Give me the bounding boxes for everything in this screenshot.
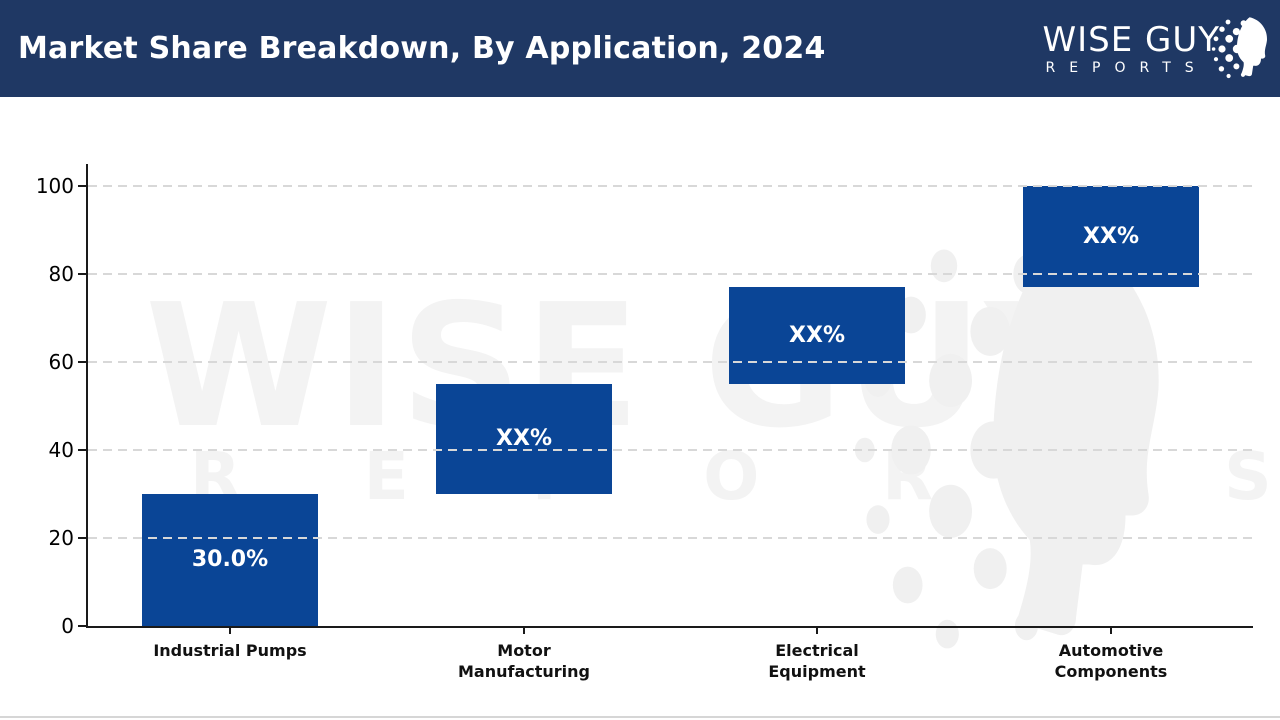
gridline xyxy=(88,537,1253,539)
bar-automotive-components xyxy=(1023,186,1199,288)
gridline xyxy=(88,449,1253,451)
bar-value-label: XX% xyxy=(1083,223,1139,249)
bottom-divider xyxy=(0,716,1280,718)
gridline xyxy=(88,361,1253,363)
y-axis-tickmark xyxy=(78,449,86,451)
x-axis-tickmark xyxy=(1110,626,1112,634)
x-axis-category-label: Industrial Pumps xyxy=(153,641,307,660)
y-axis-line xyxy=(86,164,88,628)
y-axis-tick-label: 20 xyxy=(48,526,74,550)
y-axis-tick-label: 0 xyxy=(61,614,74,638)
logo-text: WISE GUY REPORTS xyxy=(1042,23,1220,75)
x-axis-line xyxy=(86,626,1253,628)
x-axis-tickmark xyxy=(816,626,818,634)
y-axis-tickmark xyxy=(78,537,86,539)
logo-brand-name: WISE GUY xyxy=(1042,19,1220,60)
bar-electrical-equipment xyxy=(729,287,905,384)
y-axis-tickmark xyxy=(78,185,86,187)
wiseguy-logo: WISE GUY REPORTS xyxy=(1042,7,1270,91)
bar-value-label: XX% xyxy=(789,322,845,348)
bar-industrial-pumps xyxy=(142,494,318,626)
logo-brand-subtitle: REPORTS xyxy=(1045,59,1208,76)
header-bar: Market Share Breakdown, By Application, … xyxy=(0,0,1280,97)
y-axis-tickmark xyxy=(78,625,86,627)
y-axis-tick-label: 80 xyxy=(48,262,74,286)
x-axis-category-label: Electrical Equipment xyxy=(768,641,866,682)
y-axis-tick-label: 100 xyxy=(35,174,74,198)
page-title: Market Share Breakdown, By Application, … xyxy=(18,31,826,66)
y-axis-tick-label: 40 xyxy=(48,438,74,462)
x-axis-tickmark xyxy=(523,626,525,634)
bar-motor-manufacturing xyxy=(436,384,612,494)
x-axis-tickmark xyxy=(229,626,231,634)
gridline xyxy=(88,185,1253,187)
wiseguy-head-icon xyxy=(1211,16,1268,78)
y-axis-tickmark xyxy=(78,361,86,363)
gridline xyxy=(88,273,1253,275)
y-axis-tick-label: 60 xyxy=(48,350,74,374)
bar-value-label: XX% xyxy=(496,426,552,451)
bar-value-label: 30.0% xyxy=(191,547,269,572)
x-axis-category-label: Motor Manufacturing xyxy=(458,641,590,682)
y-axis-tickmark xyxy=(78,273,86,275)
x-axis-category-label: Automotive Components xyxy=(1054,641,1168,682)
